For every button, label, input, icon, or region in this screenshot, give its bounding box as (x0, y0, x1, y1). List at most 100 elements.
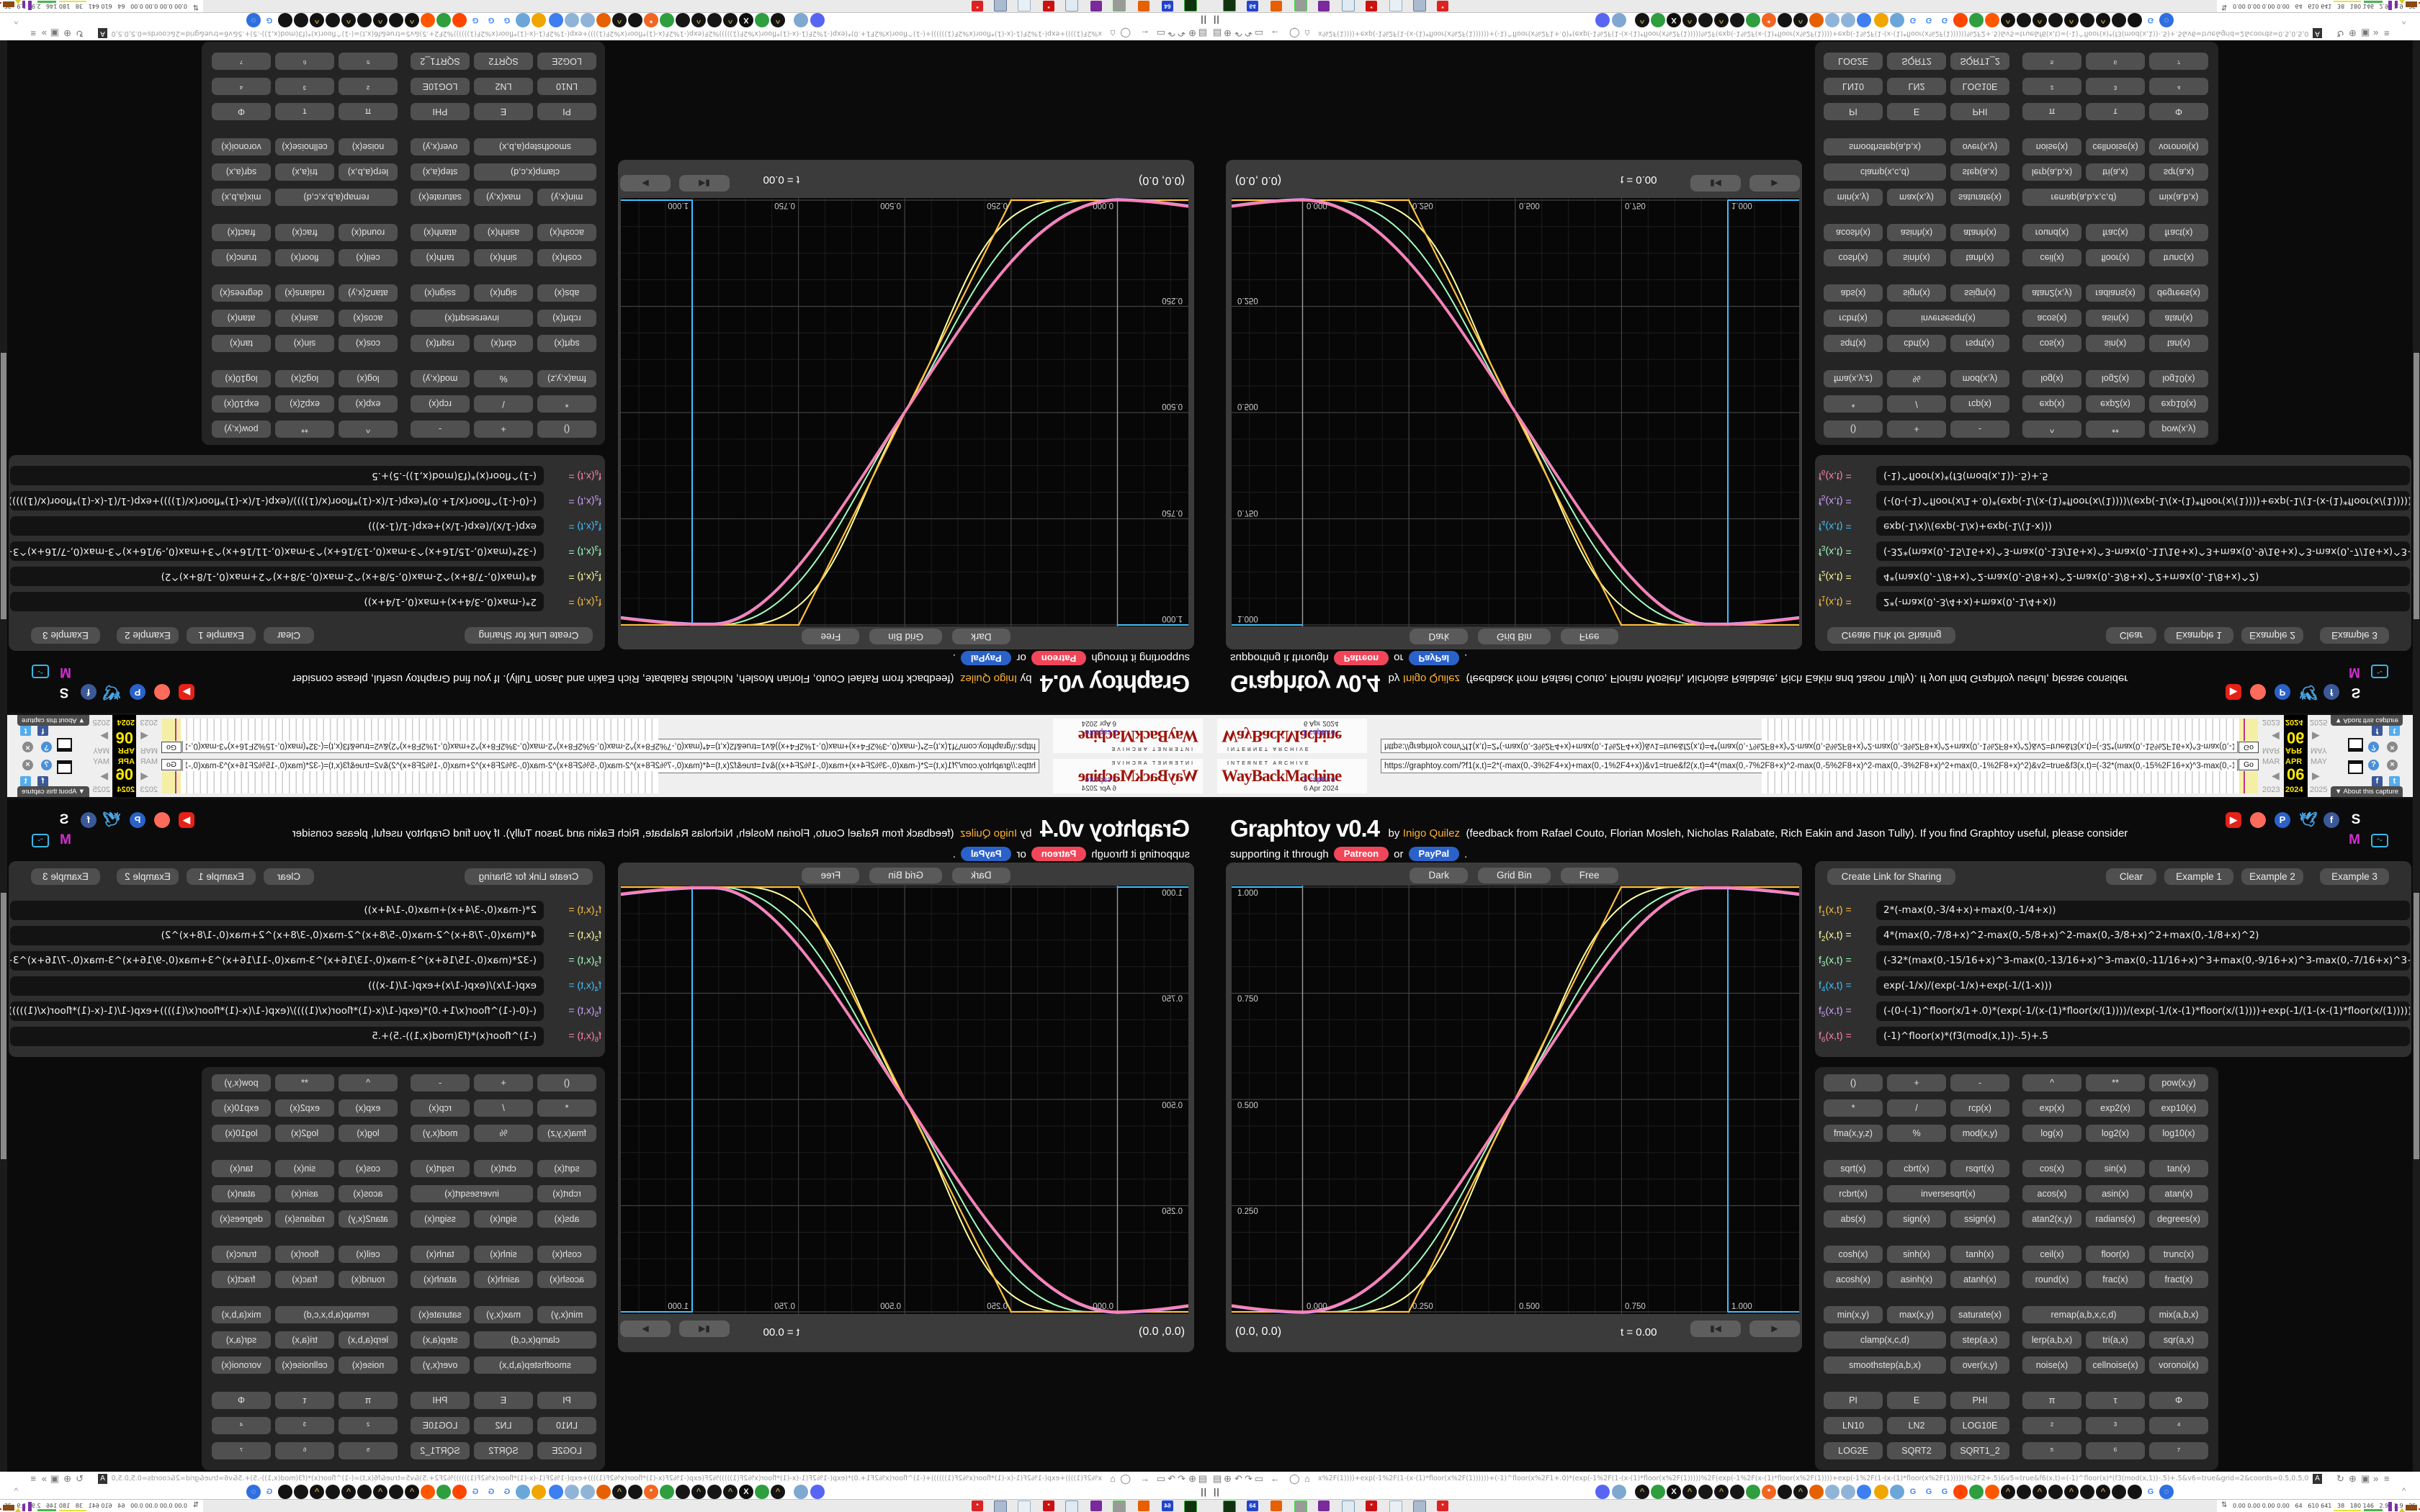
keypad-button[interactable]: remap(a,b,x,c,d) (2022, 189, 2145, 206)
keypad-button[interactable]: rcbrt(x) (537, 310, 596, 327)
taskbar-app-icon[interactable] (1018, 1500, 1031, 1512)
reload-circle-icon[interactable]: ◯ (1289, 28, 1300, 39)
mastodon-icon[interactable]: M (60, 832, 71, 847)
tab-favicon[interactable]: ^ (310, 1485, 324, 1499)
keypad-button[interactable]: atan(x) (2149, 1185, 2208, 1202)
keypad-button[interactable]: log(x) (2022, 1125, 2081, 1142)
wayback-year-prev[interactable]: 2023 (2262, 786, 2280, 794)
wayback-window-icon[interactable] (2348, 760, 2363, 774)
keypad-button[interactable]: LOG10E (411, 78, 470, 95)
keypad-button[interactable]: exp10(x) (2149, 1099, 2208, 1117)
lock-icon[interactable]: ⌂ (1304, 28, 1310, 39)
keypad-button[interactable]: / (474, 395, 533, 413)
address-bar[interactable]: x%2F(1))))+exp(-1%2F(1-(x-(1)*floor(x%2F… (1318, 1475, 2308, 1482)
keypad-button[interactable]: noise(x) (339, 138, 398, 156)
tab-favicon[interactable]: G (500, 13, 514, 27)
tab-favicon[interactable] (1730, 1485, 1744, 1499)
globe-icon[interactable]: ⊕ (1224, 28, 1232, 39)
keypad-button[interactable]: ^ (339, 420, 398, 438)
tab-favicon[interactable] (1746, 13, 1760, 27)
keypad-button[interactable]: round(x) (339, 224, 398, 241)
keypad-button[interactable]: LOG2E (537, 1442, 596, 1459)
keypad-button[interactable]: tanh(x) (411, 1246, 470, 1263)
wayback-help-icon[interactable]: ? (41, 742, 52, 752)
wayback-logo[interactable]: INTERNET ARCHIVE WayBackMachine (1217, 759, 1367, 793)
keypad-button[interactable]: frac(x) (275, 224, 334, 241)
patreon-icon[interactable] (154, 812, 170, 828)
taskbar-app-icon[interactable] (1413, 1500, 1426, 1512)
taskbar-app-icon[interactable] (1065, 0, 1078, 12)
paypal-button[interactable]: PayPal (960, 847, 1012, 861)
keypad-button[interactable]: mod(x,y) (1950, 370, 2009, 387)
tab-favicon[interactable]: * (1762, 1485, 1776, 1499)
wayback-close-icon[interactable]: × (22, 760, 33, 770)
keypad-button[interactable]: acos(x) (339, 1185, 398, 1202)
keypad-button[interactable]: ² (339, 1417, 398, 1434)
keypad-button[interactable]: trunc(x) (212, 249, 271, 266)
tab-favicon[interactable] (1778, 13, 1792, 27)
keypad-button[interactable]: atanh(x) (411, 224, 470, 241)
keypad-button[interactable]: pow(x,y) (212, 1074, 271, 1092)
keypad-button[interactable]: frac(x) (2086, 1271, 2145, 1288)
more-icon[interactable]: » (41, 1473, 47, 1484)
tab-favicon[interactable]: G (1906, 1485, 1920, 1499)
keypad-button[interactable]: cos(x) (339, 1160, 398, 1177)
paypal-button[interactable]: PayPal (1408, 651, 1460, 665)
tab-favicon[interactable] (596, 13, 611, 27)
example1-button[interactable]: Example 1 (187, 868, 256, 885)
keypad-button[interactable]: abs(x) (537, 1210, 596, 1228)
keypad-button[interactable]: cosh(x) (1824, 249, 1883, 266)
wayback-next-capture-icon[interactable]: ▶ (2312, 731, 2320, 742)
keypad-button[interactable]: cbrt(x) (1887, 335, 1946, 352)
keypad-button[interactable]: min(x,y) (1824, 1306, 1883, 1323)
clear-button[interactable]: Clear (2106, 868, 2156, 885)
tab-favicon[interactable] (581, 13, 595, 27)
create-link-button[interactable]: Create Link for Sharing (1827, 868, 1955, 885)
keypad-button[interactable]: PI (1824, 1392, 1883, 1409)
tab-favicon[interactable] (326, 1485, 340, 1499)
taskbar-app-icon[interactable]: * (1366, 1500, 1377, 1511)
keypad-button[interactable]: Φ (2149, 1392, 2208, 1409)
keypad-button[interactable]: sin(x) (2086, 335, 2145, 352)
tab-favicon[interactable]: G (2143, 13, 2158, 27)
keypad-button[interactable]: ⁵ (339, 53, 398, 70)
keypad-button[interactable]: ⁶ (2086, 53, 2145, 70)
keypad-button[interactable]: rcbrt(x) (1824, 310, 1883, 327)
keypad-button[interactable]: pow(x,y) (2149, 420, 2208, 438)
tab-favicon[interactable] (1953, 13, 1968, 27)
tab-favicon[interactable]: G (262, 13, 277, 27)
keypad-button[interactable]: π (339, 1392, 398, 1409)
keypad-button[interactable]: step(a,x) (1950, 1331, 2009, 1349)
keypad-button[interactable]: trunc(x) (212, 1246, 271, 1263)
keypad-button[interactable]: remap(a,b,x,c,d) (275, 1306, 398, 1323)
keypad-button[interactable]: - (411, 420, 470, 438)
tab-favicon[interactable]: ^ (612, 1485, 627, 1499)
keypad-button[interactable]: noise(x) (2022, 1356, 2081, 1374)
keypad-button[interactable]: ceil(x) (2022, 1246, 2081, 1263)
keypad-button[interactable]: acos(x) (339, 310, 398, 327)
keypad-button[interactable]: exp10(x) (2149, 395, 2208, 413)
youtube-icon[interactable]: ▶ (2226, 812, 2241, 828)
taskbar-app-icon[interactable]: * (1043, 1500, 1054, 1511)
tab-favicon[interactable]: X (739, 13, 753, 27)
range-mode-button[interactable]: Free (1560, 629, 1618, 644)
tab-favicon[interactable] (2017, 13, 2031, 27)
example2-button[interactable]: Example 2 (117, 868, 179, 885)
lock-icon[interactable]: ⌂ (1304, 1473, 1310, 1484)
tab-favicon[interactable]: ^ (310, 13, 324, 27)
keypad-button[interactable]: τ (2086, 103, 2145, 120)
keypad-button[interactable]: ³ (2086, 78, 2145, 95)
author-link[interactable]: Inigo Quilez (959, 672, 1018, 685)
keypad-button[interactable]: ⁷ (2149, 53, 2208, 70)
keypad-button[interactable]: exp2(x) (275, 1099, 334, 1117)
theme-button[interactable]: Dark (1410, 629, 1468, 644)
keypad-button[interactable]: ⁵ (339, 1442, 398, 1459)
taskbar-app-icon[interactable] (1270, 1, 1282, 12)
tv-icon[interactable]: ᵔᵕ (2371, 833, 2388, 847)
range-mode-button[interactable]: Free (802, 868, 860, 883)
keypad-button[interactable]: rcp(x) (1950, 395, 2009, 413)
keypad-button[interactable]: ⁴ (2149, 78, 2208, 95)
tab-favicon[interactable] (2048, 1485, 2063, 1499)
tab-favicon[interactable] (1809, 1485, 1824, 1499)
keypad-button[interactable]: noise(x) (339, 1356, 398, 1374)
